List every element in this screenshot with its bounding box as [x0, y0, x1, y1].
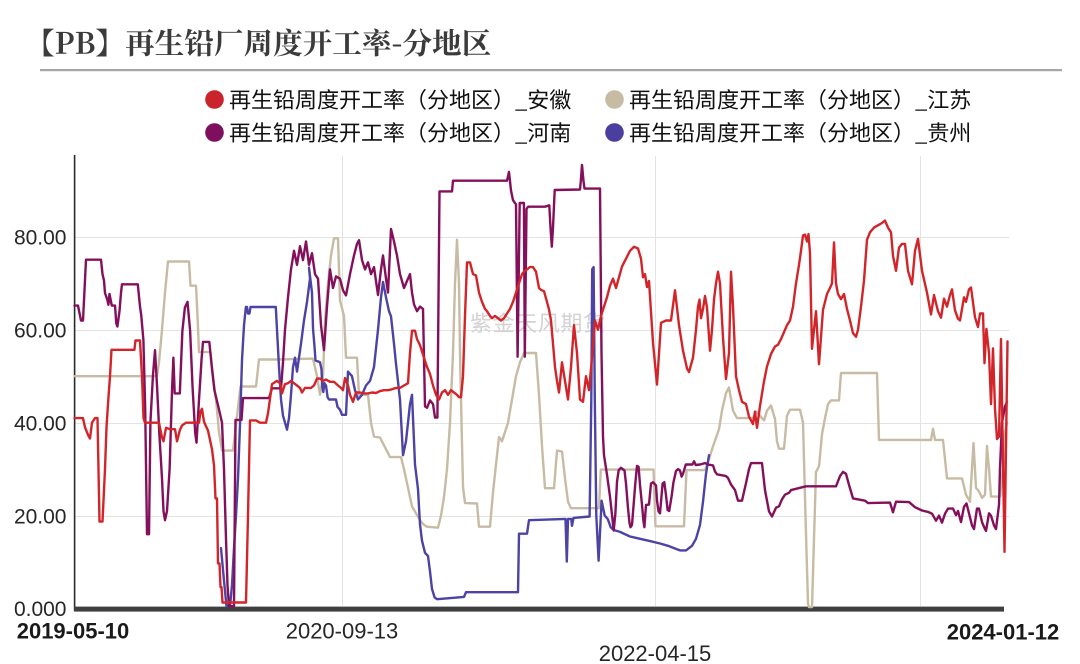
svg-text:20.00: 20.00 — [14, 505, 67, 528]
svg-text:0.000: 0.000 — [14, 598, 67, 621]
svg-text:80.00: 80.00 — [14, 226, 67, 249]
svg-text:60.00: 60.00 — [14, 319, 67, 342]
svg-text:2022-04-15: 2022-04-15 — [599, 641, 712, 664]
svg-text:2019-05-10: 2019-05-10 — [17, 619, 130, 644]
svg-text:40.00: 40.00 — [14, 412, 67, 435]
svg-text:2020-09-13: 2020-09-13 — [286, 619, 399, 644]
svg-text:2024-01-12: 2024-01-12 — [947, 620, 1060, 645]
